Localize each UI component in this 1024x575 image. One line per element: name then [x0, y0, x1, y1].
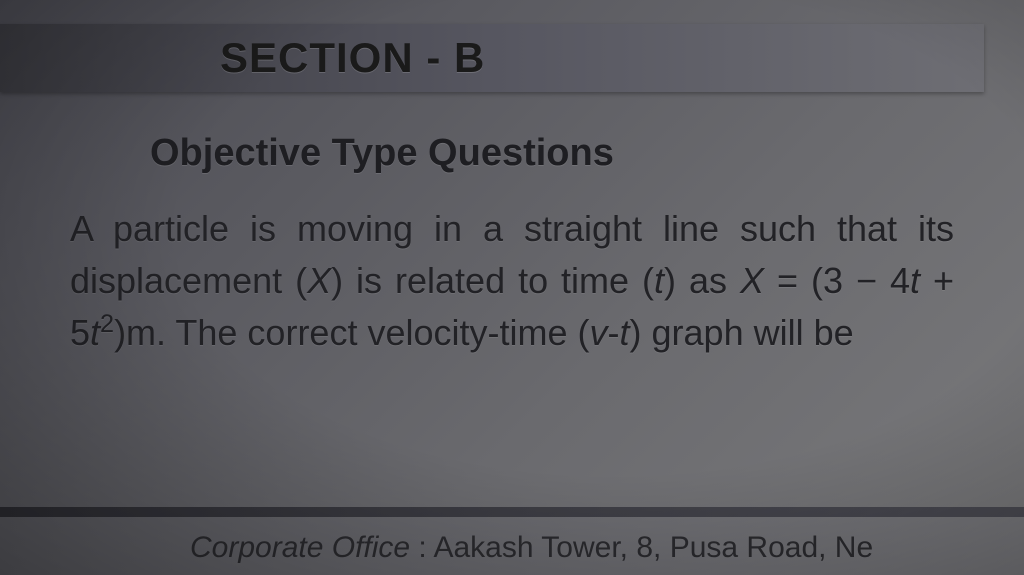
q-var-t2: t	[620, 312, 630, 353]
q-line4b: ) graph will be	[630, 312, 854, 353]
q-line2a: displacement (	[70, 260, 307, 301]
footer-address: Aakash Tower, 8, Pusa Road, Ne	[433, 531, 873, 564]
q-line4-dash: -	[608, 312, 620, 353]
q-line1: A particle is moving in a straight line …	[70, 208, 954, 249]
q-eq-lhs: X	[740, 260, 764, 301]
q-var-x: X	[307, 260, 331, 301]
footer-wrap: Corporate Office : Aakash Tower, 8, Pusa…	[0, 507, 1024, 575]
q-line2c: ) as	[664, 260, 727, 301]
q-eq-t2: t	[90, 312, 100, 353]
q-eq-sup: 2	[100, 310, 114, 338]
section-header-bar: SECTION - B	[0, 24, 984, 92]
question-text: A particle is moving in a straight line …	[70, 203, 954, 360]
footer-divider	[0, 507, 1024, 517]
question-type-subtitle: Objective Type Questions	[150, 132, 984, 175]
section-title: SECTION - B	[220, 34, 485, 82]
page-root: SECTION - B Objective Type Questions A p…	[0, 0, 1024, 575]
q-var-v: v	[590, 312, 608, 353]
footer-label: Corporate Office	[190, 531, 410, 564]
q-line2b: ) is related to time (	[331, 260, 654, 301]
q-eq-unit: )m. The correct velocity-time	[114, 312, 567, 353]
footer-sep: :	[410, 531, 433, 564]
footer-text: Corporate Office : Aakash Tower, 8, Pusa…	[0, 517, 1024, 575]
q-eq-t1: t	[910, 260, 920, 301]
q-eq-a: = (3 − 4	[764, 260, 910, 301]
q-var-t: t	[654, 260, 664, 301]
q-line4a: (	[578, 312, 590, 353]
